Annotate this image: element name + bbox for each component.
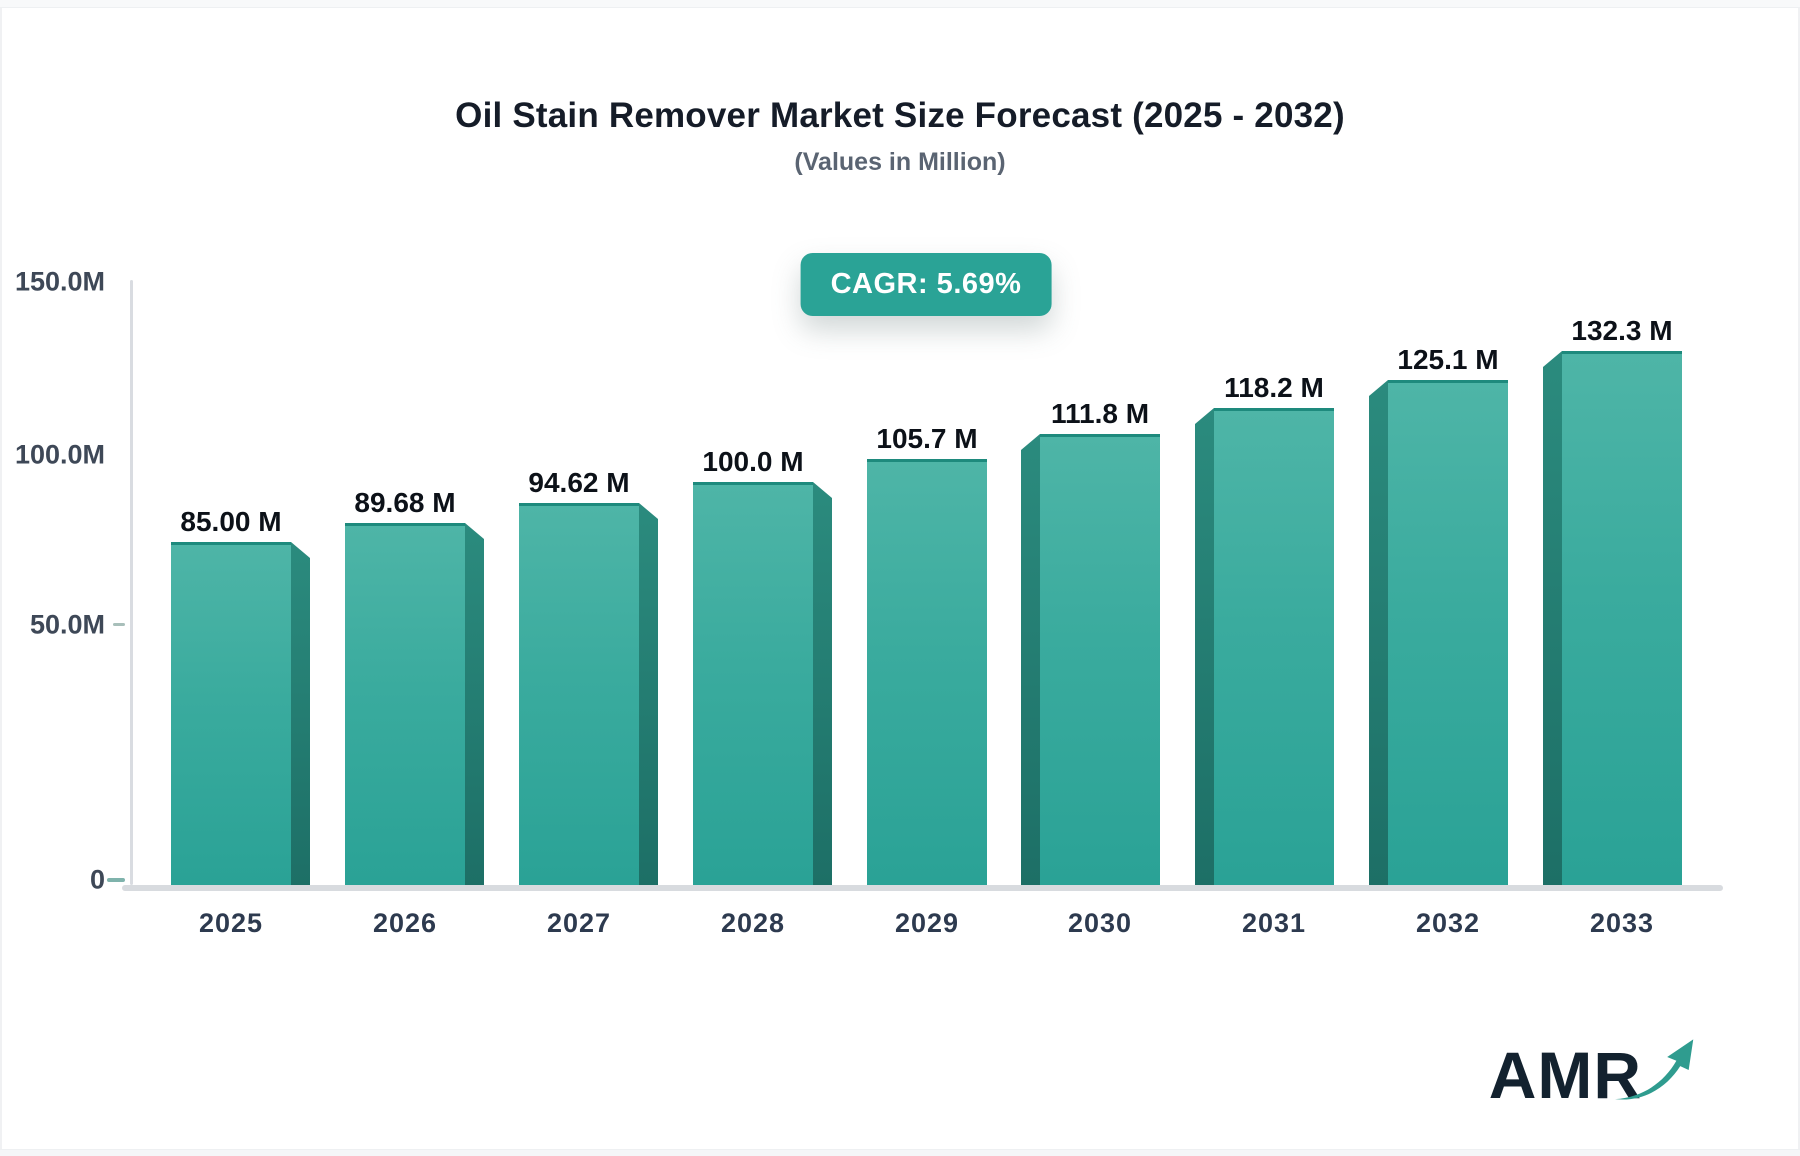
- x-axis-label-2032: 2032: [1415, 908, 1481, 938]
- bar-3d-side: [1369, 380, 1388, 885]
- bar-chart-plot-area: 150.0M 100.0M 50.0M 0 85.00 M 2025 89.68 M 202…: [15, 267, 1723, 938]
- y-tick-dash: [113, 623, 125, 626]
- bar-3d-side: [639, 503, 658, 885]
- x-axis-label-2025: 2025: [198, 908, 264, 938]
- bar-2033[interactable]: [1543, 351, 1682, 885]
- bar-2026[interactable]: [345, 523, 484, 885]
- x-axis-label-2030: 2030: [1067, 908, 1133, 938]
- bar-value-label: 100.0 M: [702, 446, 804, 477]
- bar-face: [693, 482, 813, 885]
- page-edge-top: [0, 0, 1800, 8]
- y-tick-label: 50.0M: [29, 609, 105, 640]
- chart-title: Oil Stain Remover Market Size Forecast (…: [455, 96, 1345, 135]
- bar-2032[interactable]: [1369, 380, 1508, 885]
- x-axis-label-2029: 2029: [894, 908, 960, 938]
- bar-face: [1040, 434, 1160, 885]
- bar-value-label: 94.62 M: [528, 467, 630, 498]
- bar-face: [519, 503, 639, 885]
- x-axis-label-2033: 2033: [1589, 908, 1655, 938]
- x-axis-baseline: [122, 885, 1723, 891]
- bar-3d-side: [1195, 408, 1214, 885]
- growth-arrow-icon: [1615, 1039, 1694, 1100]
- bar-2030[interactable]: [1021, 434, 1160, 885]
- cagr-badge: CAGR: 5.69%: [800, 253, 1052, 316]
- bar-value-label: 85.00 M: [180, 506, 282, 537]
- x-axis-label-2028: 2028: [720, 908, 786, 938]
- bar-2031[interactable]: [1195, 408, 1334, 885]
- bar-face: [1214, 408, 1334, 885]
- bar-face: [1562, 351, 1682, 885]
- bar-3d-side: [1543, 351, 1562, 885]
- bar-face: [867, 459, 987, 885]
- bar-value-label: 132.3 M: [1571, 315, 1673, 346]
- bar-3d-side: [291, 542, 310, 885]
- x-axis-label-2031: 2031: [1241, 908, 1307, 938]
- bar-2028[interactable]: [693, 482, 832, 885]
- y-tick-dash: [107, 878, 125, 882]
- bar-value-label: 111.8 M: [1050, 398, 1150, 429]
- bar-3d-side: [1021, 434, 1040, 885]
- chart-subtitle: (Values in Million): [794, 148, 1006, 176]
- bar-value-label: 105.7 M: [876, 423, 978, 454]
- x-axis-label-2027: 2027: [546, 908, 612, 938]
- bar-value-label: 89.68 M: [354, 487, 456, 518]
- page-edge-bottom: [0, 1149, 1800, 1156]
- bar-value-label: 118.2 M: [1224, 372, 1324, 403]
- x-axis-label-2026: 2026: [372, 908, 438, 938]
- bar-face: [171, 542, 291, 885]
- bar-3d-side: [465, 523, 484, 885]
- bar-face: [1388, 380, 1508, 885]
- y-tick-label: 100.0M: [14, 439, 105, 470]
- y-axis-line: [130, 280, 133, 885]
- bar-value-label: 125.1 M: [1397, 344, 1499, 375]
- bar-face: [345, 523, 465, 885]
- bar-3d-side: [813, 482, 832, 885]
- amr-logo-text: AMR: [1488, 1038, 1642, 1112]
- bar-2025[interactable]: [171, 542, 310, 885]
- y-tick-label: 150.0M: [14, 266, 105, 297]
- bar-2029[interactable]: [867, 459, 987, 885]
- bar-2027[interactable]: [519, 503, 658, 885]
- amr-logo: AMR: [1489, 1034, 1704, 1108]
- y-tick-label: 0: [89, 864, 105, 895]
